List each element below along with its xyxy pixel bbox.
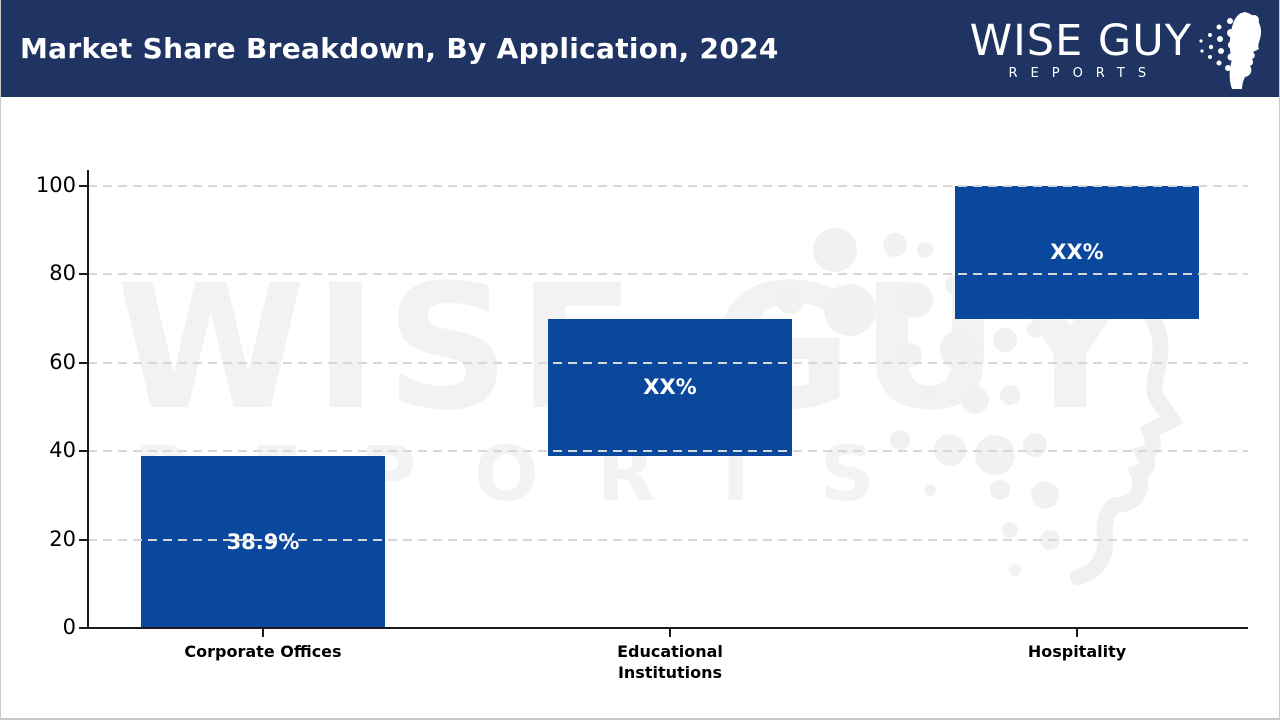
y-tick-label: 0	[62, 615, 76, 639]
y-tick-mark	[79, 185, 87, 187]
logo-wordmark: WISE GUY	[969, 15, 1192, 66]
wiseguy-logo-text: WISE GUY REPORTS	[969, 15, 1192, 81]
y-tick-label: 40	[49, 438, 76, 463]
bar-value-label: 38.9%	[226, 530, 300, 555]
x-category-label: Educational Institutions	[510, 641, 830, 683]
y-tick-label: 100	[35, 173, 76, 197]
y-gridline	[88, 450, 1248, 453]
y-tick-label: 80	[49, 261, 76, 286]
x-category-label: Corporate Offices	[103, 641, 423, 662]
x-category-label-line: Corporate Offices	[184, 642, 342, 661]
page-title: Market Share Breakdown, By Application, …	[20, 32, 779, 65]
y-tick-mark	[79, 538, 87, 541]
y-gridline	[88, 538, 1248, 541]
bar-value-label: XX%	[1050, 240, 1104, 265]
x-tick-mark	[1076, 629, 1078, 637]
bar-value-label: XX%	[643, 375, 697, 400]
y-axis-line	[87, 170, 89, 629]
x-tick-mark	[669, 629, 671, 637]
wiseguy-logo: WISE GUY REPORTS	[970, 8, 1266, 92]
logo-subtext: REPORTS	[1008, 65, 1160, 81]
y-gridline	[88, 273, 1248, 276]
y-tick-mark	[79, 450, 87, 453]
y-gridline	[88, 361, 1248, 364]
bar: XX%	[955, 186, 1199, 319]
bar: XX%	[548, 318, 792, 457]
header-band: Market Share Breakdown, By Application, …	[0, 0, 1280, 97]
y-tick-mark	[79, 627, 87, 629]
x-category-label-line: Educational	[617, 642, 723, 661]
x-category-label-line: Institutions	[617, 663, 723, 682]
bar: 38.9%	[141, 456, 385, 628]
x-category-label: Hospitality	[917, 641, 1237, 662]
x-axis-line	[87, 627, 1248, 629]
y-tick-label: 60	[49, 349, 76, 374]
x-tick-mark	[262, 629, 264, 637]
dotted-face-profile-icon	[1199, 12, 1262, 89]
y-tick-mark	[79, 361, 87, 364]
x-category-label-line: Hospitality	[1027, 642, 1127, 661]
y-gridline	[88, 185, 1248, 187]
y-tick-label: 20	[49, 526, 76, 551]
y-tick-mark	[79, 273, 87, 276]
